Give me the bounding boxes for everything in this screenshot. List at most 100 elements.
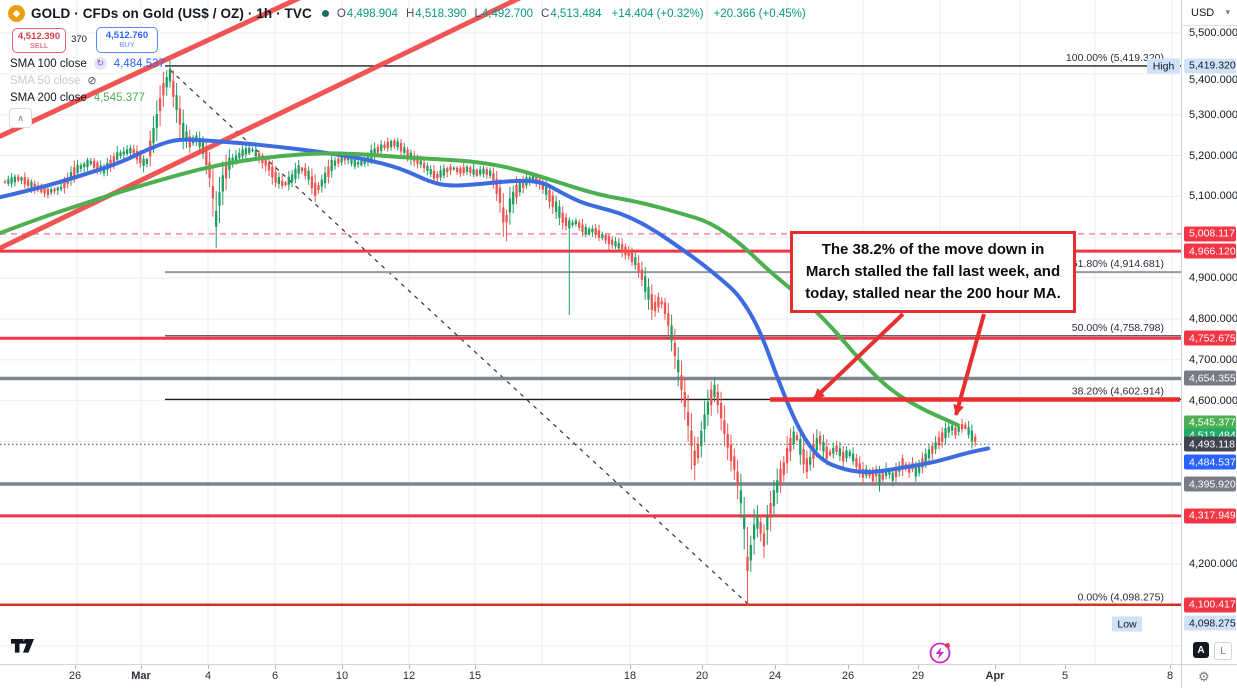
fib-label: 38.20% (4,602.914) (1072, 385, 1164, 397)
buy-button[interactable]: 4,512.760 BUY (96, 27, 158, 53)
ohlc-o: O4,498.904 (336, 7, 398, 20)
sma-200-line[interactable] (0, 151, 960, 428)
currency-label: USD (1191, 6, 1215, 19)
price-axis-label: 4,700.000 (1189, 353, 1237, 366)
time-axis-tick (208, 665, 209, 669)
time-axis-label: 15 (468, 670, 482, 682)
fib-label: 61.80% (4,914.681) (1072, 258, 1164, 270)
time-axis-label: Mar (131, 670, 151, 682)
indicator-name: SMA 200 close (10, 91, 87, 104)
svg-text:Low: Low (1117, 619, 1137, 631)
tradingview-logo-icon[interactable] (11, 639, 35, 659)
market-status-icon[interactable] (321, 10, 329, 17)
price-axis-label: 4,493.118 (1184, 436, 1236, 452)
price-axis-label: 5,008.117 (1184, 226, 1236, 242)
price-axis-label: 4,545.377 (1184, 415, 1236, 431)
time-axis-label: 5 (1061, 670, 1069, 682)
price-axis-label: 5,500.000 (1189, 27, 1237, 39)
price-axis-label: 4,654.355 (1184, 370, 1236, 386)
time-axis-tick (848, 665, 849, 669)
indicator-name: SMA 100 close (10, 57, 87, 70)
price-axis-label: 4,395.920 (1184, 476, 1236, 492)
legend-collapse-button[interactable]: ∧ (9, 108, 32, 128)
price-axis-label: 4,800.000 (1189, 312, 1237, 325)
price-axis-label: 4,200.000 (1189, 558, 1237, 571)
ascending-trendline-2[interactable] (0, 0, 528, 252)
time-axis[interactable]: 26 Mar 4 6 10 12 15 18 20 24 26 29 Apr 5 8 (0, 664, 1181, 688)
time-axis-tick (475, 665, 476, 669)
time-axis-label: 26 (841, 670, 855, 682)
ascending-trendline-1[interactable] (0, 0, 308, 140)
time-axis-tick (995, 665, 996, 669)
price-axis-label: 4,100.417 (1184, 597, 1236, 613)
price-chart-canvas[interactable]: 100.00% (5,419.320) 61.80% (4,914.681) 50.… (0, 0, 1181, 664)
symbol-logo-icon[interactable]: ◆ (8, 5, 25, 22)
time-axis-tick (141, 665, 142, 669)
chart-header: ◆ GOLD · CFDs on Gold (US$ / OZ) · 1h · … (8, 5, 806, 22)
price-axis-label: 5,419.320 (1184, 58, 1236, 74)
svg-text:High: High (1153, 61, 1175, 73)
time-axis-label: 10 (335, 670, 349, 682)
gear-icon[interactable]: ⚙ (1198, 668, 1210, 684)
eye-off-icon[interactable]: ⊘ (87, 75, 97, 87)
time-axis-tick (1065, 665, 1066, 669)
time-axis-label: 12 (402, 670, 416, 682)
time-axis-tick (630, 665, 631, 669)
time-axis-tick (918, 665, 919, 669)
time-axis-tick (342, 665, 343, 669)
time-axis-label: 18 (623, 670, 637, 682)
sma-100-line[interactable] (0, 137, 990, 475)
time-axis-tick (775, 665, 776, 669)
fib-labels: 100.00% (5,419.320) 61.80% (4,914.681) 50.… (1066, 52, 1164, 604)
change-value: +20.366 (+0.45%) (713, 7, 806, 20)
price-axis-label: 4,098.275 (1184, 615, 1236, 631)
price-axis-label: 4,600.000 (1189, 394, 1237, 407)
price-axis[interactable]: USD ▾ A L 5,500.000 5,419.320 5,400.000 5,3… (1181, 0, 1237, 664)
indicator-legend: SMA 100 close ↻ 4,484.537 SMA 50 close ⊘ SMA … (10, 55, 165, 106)
annotation-callout: The 38.2% of the move down in March stal… (790, 231, 1076, 313)
symbol-title[interactable]: GOLD · CFDs on Gold (US$ / OZ) · 1h · TV… (31, 6, 312, 21)
sell-button[interactable]: 4,512.390 SELL (12, 28, 66, 53)
time-axis-label: 4 (204, 670, 212, 682)
lightning-icon[interactable] (929, 642, 951, 664)
time-axis-tick (409, 665, 410, 669)
log-scale-button[interactable]: L (1214, 642, 1232, 660)
fib-label: 100.00% (5,419.320) (1066, 52, 1164, 64)
ohlc-c: C4,513.484 (541, 7, 602, 20)
buy-label: BUY (119, 40, 135, 50)
indicator-row[interactable]: SMA 50 close ⊘ (10, 72, 165, 89)
candlestick-series[interactable] (3, 60, 977, 606)
fib-label: 50.00% (4,758.798) (1072, 322, 1164, 334)
price-axis-label: 4,484.537 (1184, 454, 1236, 470)
ohlc-l: L4,492.700 (474, 7, 534, 20)
time-axis-tick (75, 665, 76, 669)
ohlc-values: O4,498.904 H4,518.390 L4,492.700 C4,513.484… (337, 8, 806, 20)
price-axis-label: 4,966.120 (1184, 243, 1236, 259)
sell-price: 4,512.390 (17, 30, 61, 42)
auto-scale-button[interactable]: A (1193, 642, 1209, 658)
high-tag: High (1147, 58, 1180, 74)
price-axis-label: 5,100.000 (1189, 190, 1237, 203)
time-axis-label: 29 (911, 670, 925, 682)
price-axis-label: 4,317.949 (1184, 508, 1236, 524)
price-axis-label: 5,400.000 (1189, 74, 1237, 86)
time-axis-label: 20 (695, 670, 709, 682)
low-tag: Low (1112, 616, 1142, 632)
ohlc-h: H4,518.390 (405, 7, 467, 20)
currency-selector[interactable]: USD ▾ (1182, 0, 1237, 26)
indicator-row[interactable]: SMA 100 close ↻ 4,484.537 (10, 55, 165, 72)
fib-label: 0.00% (4,098.275) (1078, 592, 1164, 604)
time-axis-label: 6 (271, 670, 279, 682)
spread-value: 370 (71, 34, 87, 45)
time-axis-tick (1170, 665, 1171, 669)
annotation-arrow-2[interactable] (953, 313, 986, 416)
indicator-value: 4,484.537 (113, 57, 165, 70)
price-axis-label: 4,900.000 (1189, 272, 1237, 285)
annotation-arrow-1[interactable] (812, 312, 905, 401)
price-axis-label: 5,300.000 (1189, 108, 1237, 121)
loading-icon[interactable]: ↻ (93, 57, 107, 70)
indicator-row[interactable]: SMA 200 close 4,545.377 (10, 89, 165, 106)
axis-mode-buttons: A L (1193, 642, 1232, 660)
chevron-down-icon: ▾ (1225, 7, 1230, 17)
